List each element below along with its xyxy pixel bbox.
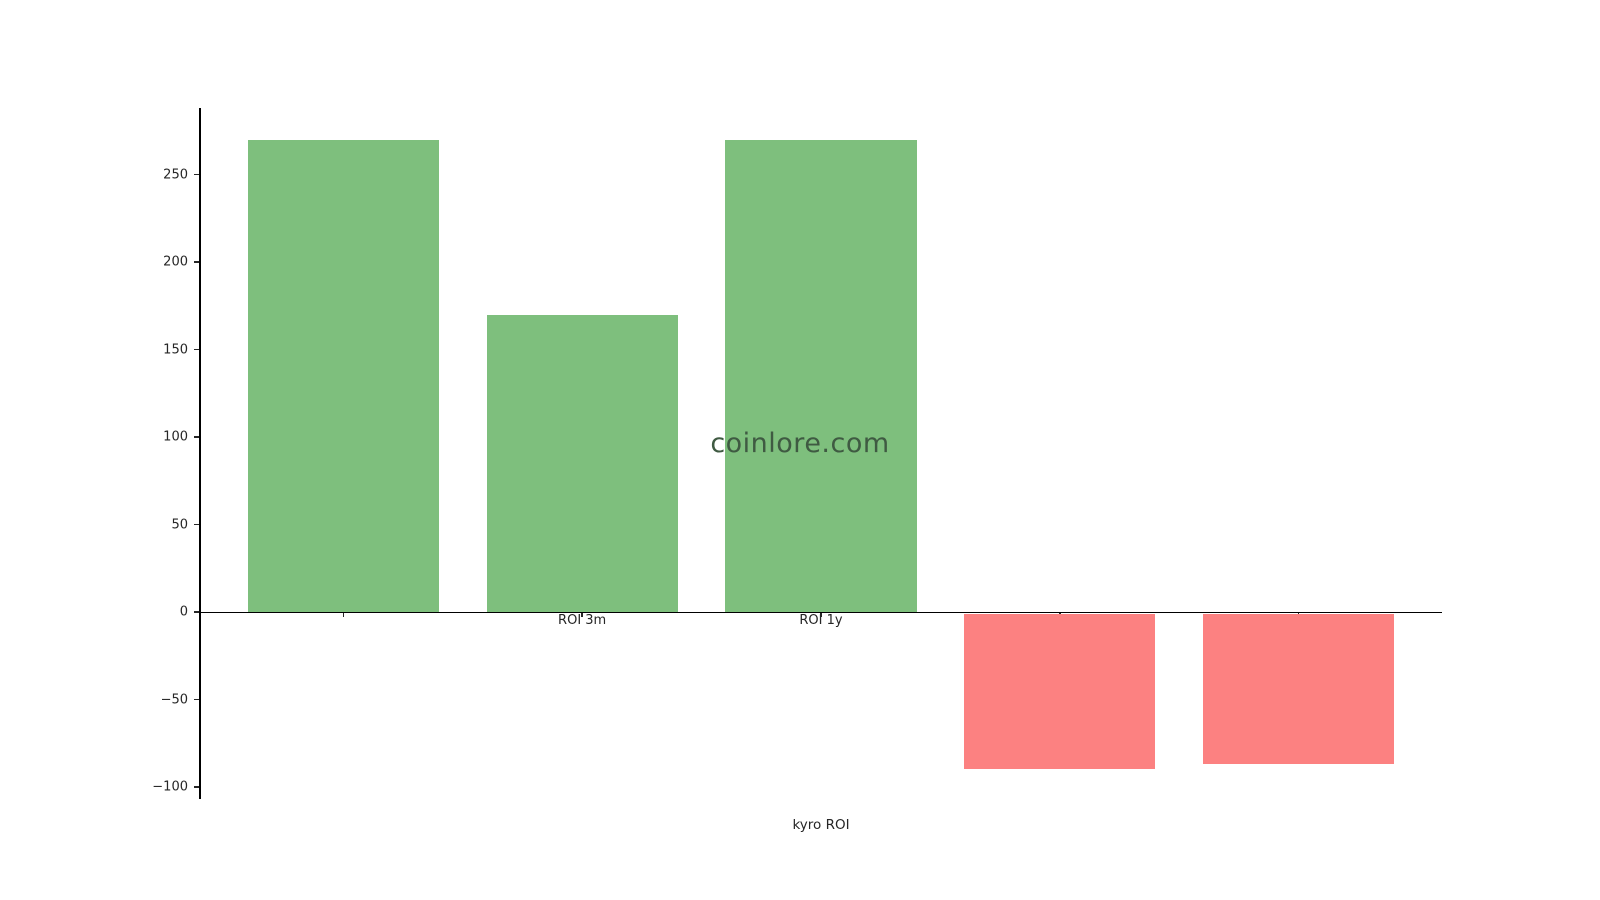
x-axis-tick <box>820 612 822 617</box>
y-axis-tick <box>194 698 200 701</box>
bar-series-0 <box>247 139 439 612</box>
x-axis-line <box>200 611 1442 613</box>
y-axis-tick <box>194 348 200 351</box>
y-axis-tick-label: 100 <box>163 429 188 445</box>
y-axis-tick <box>194 523 200 526</box>
bar-series-3 <box>964 613 1156 770</box>
y-axis-tick-label: −50 <box>160 692 188 707</box>
y-axis-tick-label: 200 <box>163 254 188 270</box>
bar-roi-1y <box>725 139 917 612</box>
x-axis-tick <box>342 612 345 617</box>
watermark-text: coinlore.com <box>710 428 890 459</box>
y-axis-tick <box>194 611 200 613</box>
y-axis-tick-label: 250 <box>163 167 188 182</box>
bar-series-4 <box>1203 613 1395 764</box>
y-axis-tick-label: 150 <box>163 342 188 357</box>
bar-roi-3m <box>486 314 678 612</box>
y-axis-tick-label: 50 <box>171 517 188 532</box>
y-axis-tick <box>194 436 200 438</box>
y-axis-tick-label: −100 <box>152 779 188 795</box>
x-axis-tick-label: ROI 3m <box>558 613 607 628</box>
y-axis-tick <box>194 261 200 263</box>
x-axis-tick-label: ROI 1y <box>799 613 843 628</box>
y-axis-tick <box>194 173 200 176</box>
x-axis-tick <box>581 612 583 617</box>
y-axis-tick-label: 0 <box>179 604 188 620</box>
y-axis-spine <box>199 108 201 799</box>
x-axis-title: kyro ROI <box>792 817 850 833</box>
y-axis-tick <box>194 786 200 788</box>
